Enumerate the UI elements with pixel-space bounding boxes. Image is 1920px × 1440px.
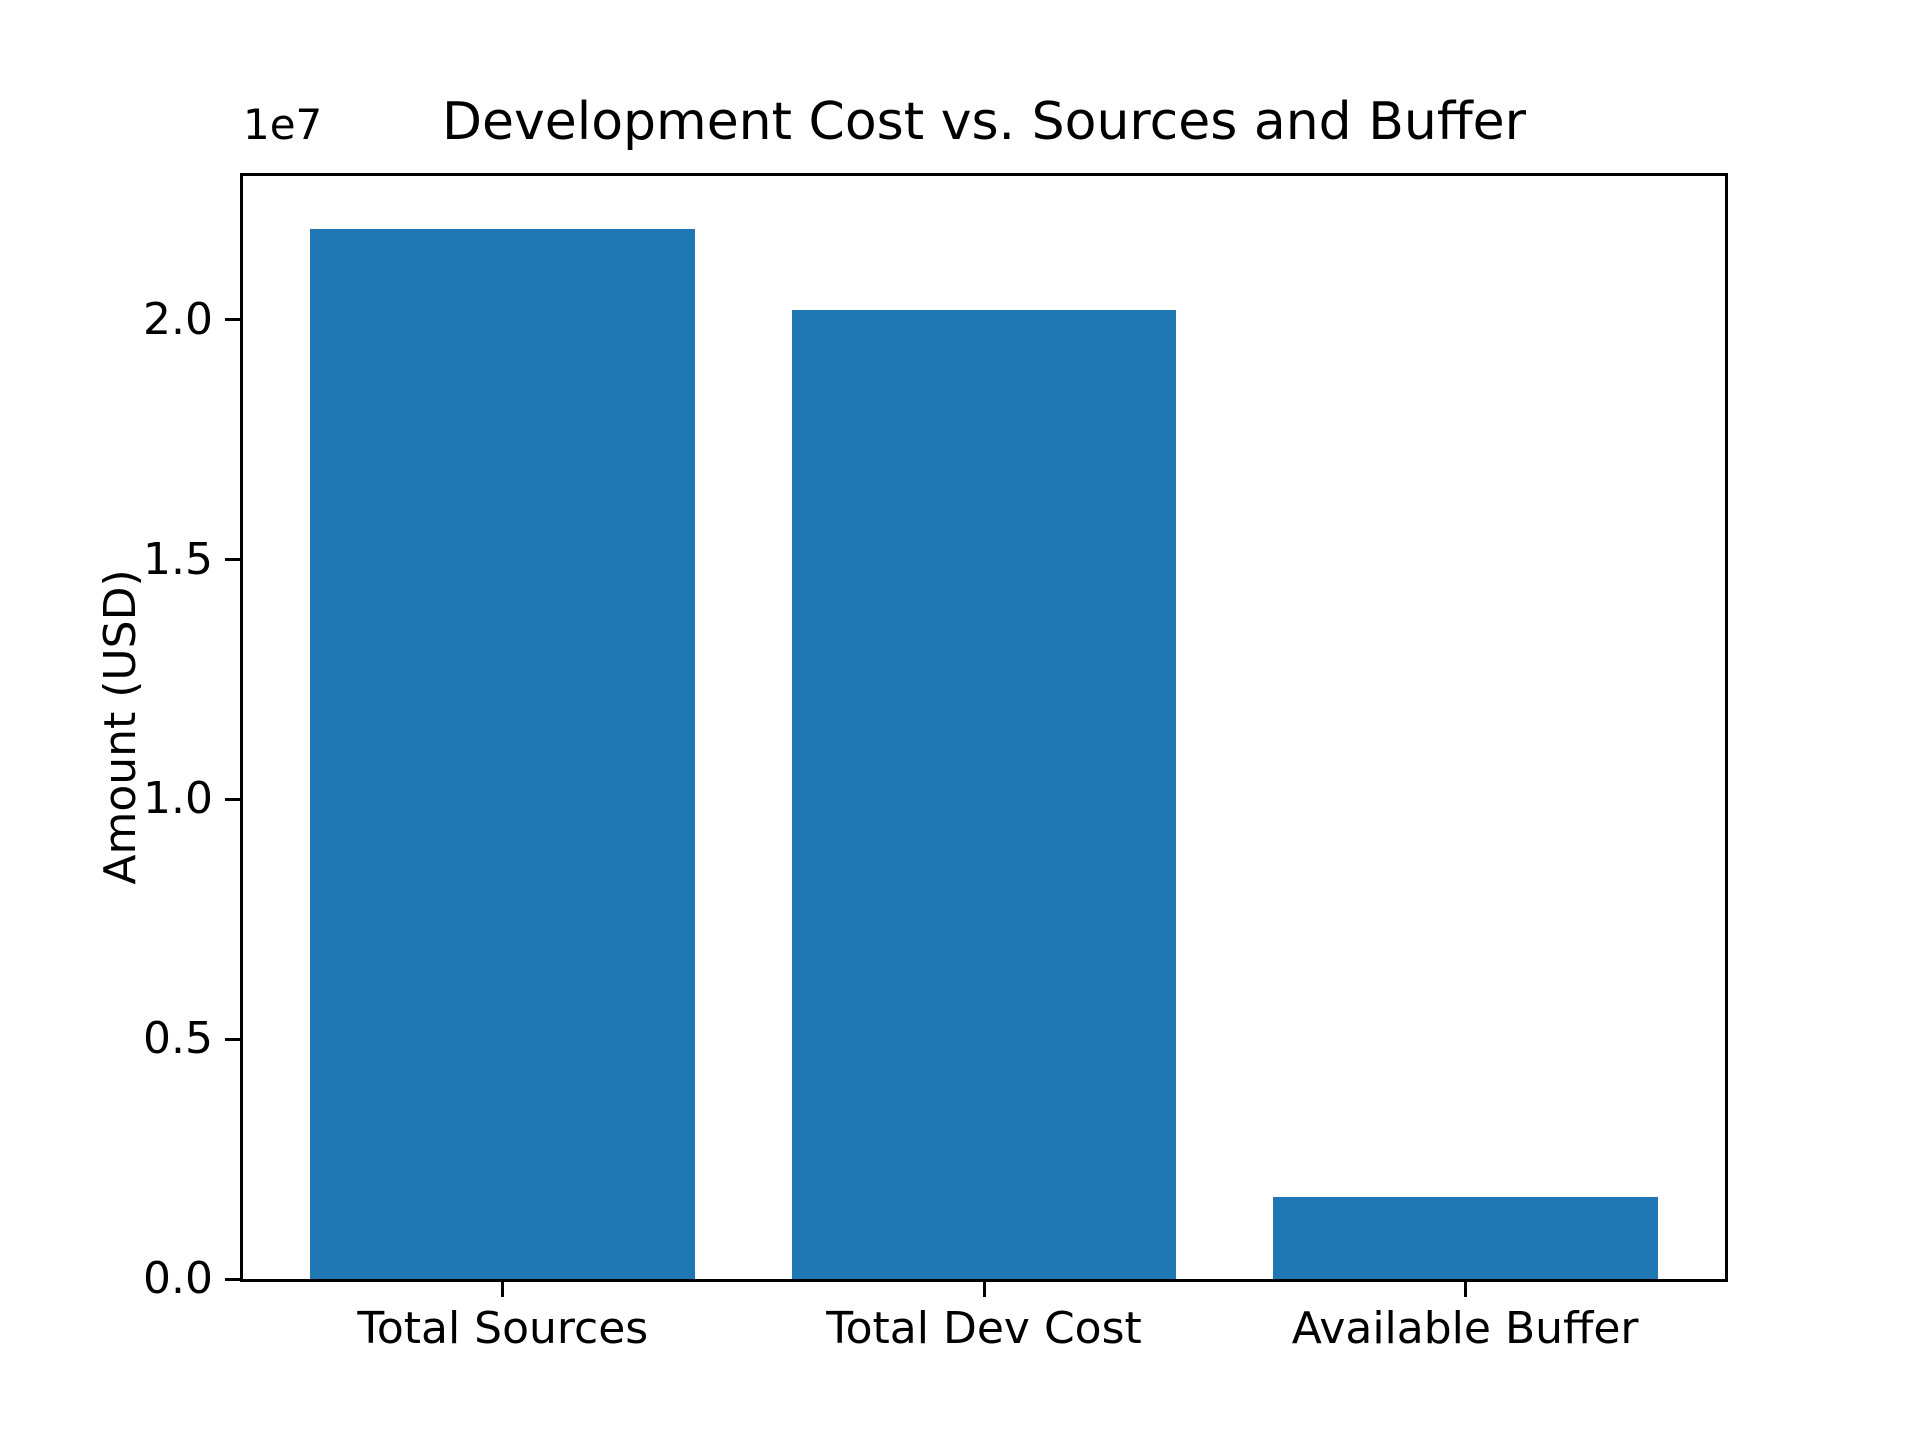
- y-axis-offset-label: 1e7: [243, 100, 323, 149]
- y-tick-label: 2.0: [143, 293, 213, 345]
- bar-total-dev-cost: [791, 310, 1177, 1279]
- x-tick-mark: [1463, 1282, 1467, 1297]
- x-tick-mark: [982, 1282, 986, 1297]
- chart-title: Development Cost vs. Sources and Buffer: [441, 92, 1527, 152]
- x-tick-label-total-sources: Total Sources: [357, 1303, 649, 1354]
- x-tick-mark: [501, 1282, 505, 1297]
- plot-area: Total Sources Total Dev Cost Available Buf…: [143, 173, 1728, 1354]
- bar-total-sources: [310, 228, 696, 1279]
- x-tick-label-available-buffer: Available Buffer: [1291, 1303, 1639, 1354]
- y-tick-label: 1.5: [143, 533, 213, 585]
- y-tick-mark: [225, 797, 240, 801]
- bar-available-buffer: [1272, 1197, 1658, 1279]
- y-axis-label: Amount (USD): [95, 569, 146, 885]
- y-tick-mark: [225, 1277, 240, 1281]
- x-tick-label-total-dev-cost: Total Dev Cost: [826, 1303, 1142, 1354]
- y-tick-label: 0.0: [143, 1253, 213, 1304]
- y-tick-mark: [225, 558, 240, 562]
- y-tick-label: 1.0: [143, 773, 213, 825]
- y-tick-mark: [225, 318, 240, 322]
- y-tick-mark: [225, 1037, 240, 1041]
- y-tick-label: 0.5: [143, 1013, 213, 1065]
